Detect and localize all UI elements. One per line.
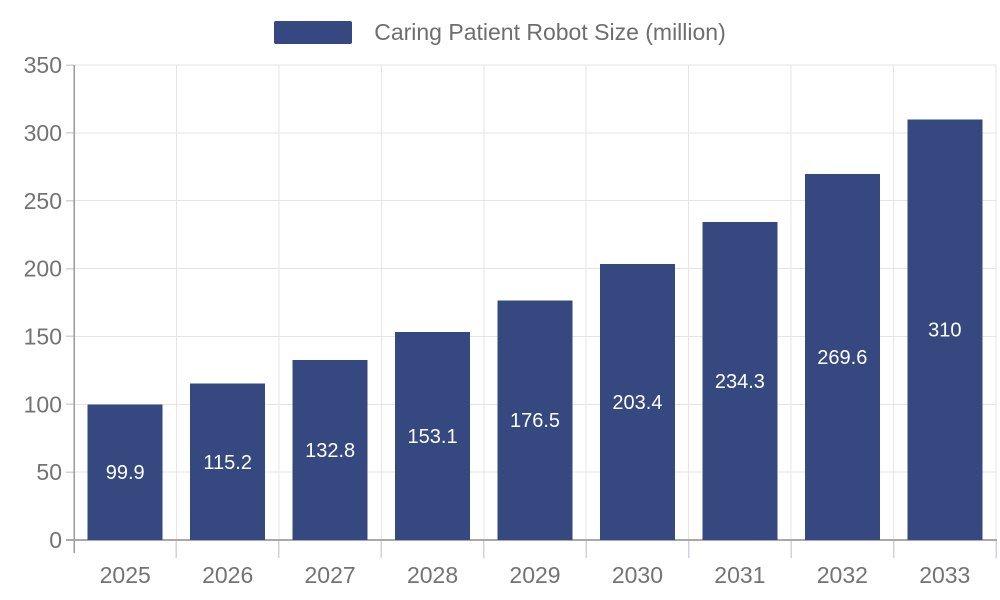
y-axis-tick-label: 300 (24, 120, 62, 146)
y-axis-tick-label: 350 (24, 52, 62, 78)
bar[interactable] (497, 300, 573, 540)
y-axis-tick-label: 250 (24, 188, 62, 214)
y-axis-tick-label: 50 (36, 459, 62, 485)
bar-value-label: 115.2 (203, 452, 252, 474)
bar-value-label: 269.6 (817, 347, 867, 369)
bar-value-label: 203.4 (612, 392, 662, 414)
bar[interactable] (907, 119, 983, 541)
y-axis-tick-label: 150 (24, 323, 62, 349)
bar-value-label: 132.8 (305, 440, 355, 462)
legend[interactable]: Caring Patient Robot Size (million) (0, 19, 1000, 45)
x-axis-tick-label: 2030 (612, 562, 663, 588)
bar-value-label: 234.3 (715, 371, 765, 393)
bar[interactable] (702, 222, 778, 540)
legend-label: Caring Patient Robot Size (million) (374, 19, 726, 45)
bar-value-label: 153.1 (408, 426, 458, 448)
x-axis-tick-label: 2028 (407, 562, 458, 588)
bar[interactable] (395, 332, 471, 540)
bar-value-label: 176.5 (510, 410, 560, 432)
x-axis-tick-label: 2029 (509, 562, 560, 588)
x-axis-tick-label: 2027 (305, 562, 356, 588)
bar-value-label: 99.9 (106, 462, 145, 484)
bar[interactable] (599, 263, 675, 540)
bar-value-label: 310 (928, 320, 961, 342)
x-axis-tick-label: 2033 (919, 562, 970, 588)
bar[interactable] (190, 383, 266, 540)
x-axis-tick-label: 2025 (100, 562, 151, 588)
x-axis-tick-label: 2026 (202, 562, 253, 588)
x-axis-tick-label: 2031 (714, 562, 765, 588)
y-axis-tick-label: 0 (49, 527, 62, 553)
bar[interactable] (87, 404, 163, 540)
bar[interactable] (292, 359, 368, 540)
legend-swatch (274, 20, 353, 44)
y-axis-tick-label: 200 (24, 256, 62, 282)
y-axis-tick-label: 100 (24, 391, 62, 417)
bar[interactable] (804, 174, 880, 540)
x-axis-tick-label: 2032 (817, 562, 868, 588)
